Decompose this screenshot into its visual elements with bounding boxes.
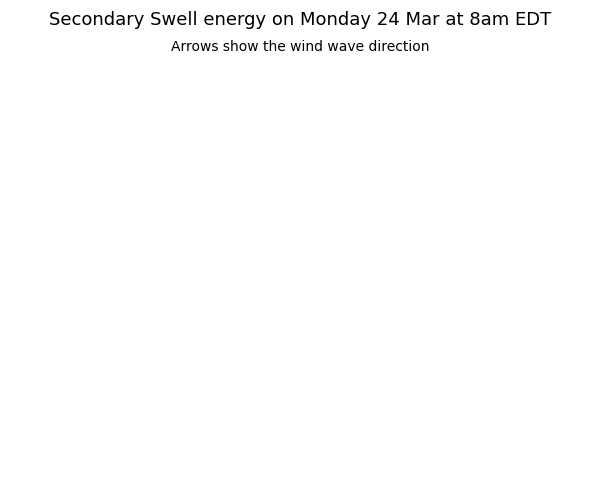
Text: Arrows show the wind wave direction: Arrows show the wind wave direction bbox=[171, 40, 430, 54]
Text: Map requires cartopy: Map requires cartopy bbox=[227, 266, 374, 280]
Text: Secondary Swell energy on Monday 24 Mar at 8am EDT: Secondary Swell energy on Monday 24 Mar … bbox=[49, 12, 552, 29]
